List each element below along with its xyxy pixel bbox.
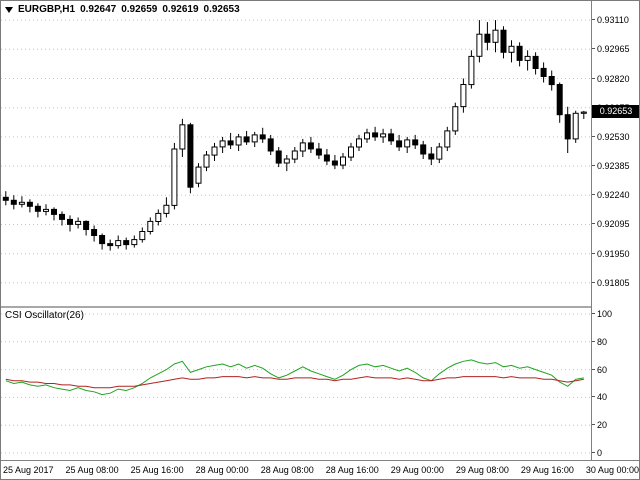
candlestick-plot[interactable] xyxy=(1,1,591,306)
time-axis-label: 28 Aug 08:00 xyxy=(260,465,314,475)
time-axis[interactable]: 25 Aug 2017 25 Aug 08:00 25 Aug 16:00 28 Au… xyxy=(1,460,639,479)
current-price-tag: 0.92653 xyxy=(592,105,639,118)
indicator-axis-label: 0 xyxy=(591,448,603,458)
time-axis-label: 28 Aug 00:00 xyxy=(195,465,249,475)
time-axis-label: 29 Aug 08:00 xyxy=(455,465,509,475)
price-axis-label: 0.92385 xyxy=(592,161,630,171)
price-chart-panel[interactable]: EURGBP,H1 0.92647 0.92659 0.92619 0.9265… xyxy=(1,1,591,306)
indicator-axis-label: 40 xyxy=(591,392,608,402)
time-axis-label: 25 Aug 16:00 xyxy=(130,465,184,475)
indicator-axis-label: 60 xyxy=(591,365,608,375)
price-axis-label: 0.91950 xyxy=(592,249,630,259)
time-axis-label: 29 Aug 16:00 xyxy=(520,465,574,475)
indicator-panel[interactable]: CSI Oscillator(26) xyxy=(1,308,591,459)
time-axis-label: 28 Aug 16:00 xyxy=(325,465,379,475)
indicator-axis-label: 100 xyxy=(591,309,613,319)
oscillator-plot[interactable] xyxy=(1,308,591,459)
panel-separator[interactable] xyxy=(1,306,639,308)
time-axis-labels: 25 Aug 2017 25 Aug 08:00 25 Aug 16:00 28 Au… xyxy=(1,461,639,475)
quote-open: 0.92647 xyxy=(80,4,117,15)
time-axis-label: 25 Aug 08:00 xyxy=(65,465,119,475)
triangle-down-icon xyxy=(5,6,13,13)
symbol-label: EURGBP,H1 xyxy=(18,4,76,15)
quote-high: 0.92659 xyxy=(121,4,158,15)
time-axis-label: 29 Aug 00:00 xyxy=(390,465,444,475)
indicator-axis-label: 20 xyxy=(591,420,608,430)
price-axis-label: 0.92965 xyxy=(592,44,630,54)
quote-close: 0.92653 xyxy=(203,4,240,15)
price-axis-label: 0.92095 xyxy=(592,219,630,229)
price-axis-label: 0.92530 xyxy=(592,132,630,142)
time-axis-label: 25 Aug 2017 xyxy=(3,465,54,475)
price-axis[interactable]: 0.92653 0.931100.929650.928200.926750.92… xyxy=(591,1,639,460)
quote-line: EURGBP,H1 0.92647 0.92659 0.92619 0.9265… xyxy=(5,4,240,15)
time-axis-label: 30 Aug 00:00 xyxy=(585,465,639,475)
indicator-name-label: CSI Oscillator(26) xyxy=(5,310,84,321)
quote-low: 0.92619 xyxy=(162,4,199,15)
price-axis-label: 0.92820 xyxy=(592,74,630,84)
price-axis-label: 0.91805 xyxy=(592,278,630,288)
price-axis-label: 0.92240 xyxy=(592,190,630,200)
price-axis-label: 0.93110 xyxy=(592,15,629,25)
indicator-axis-label: 80 xyxy=(591,337,608,347)
